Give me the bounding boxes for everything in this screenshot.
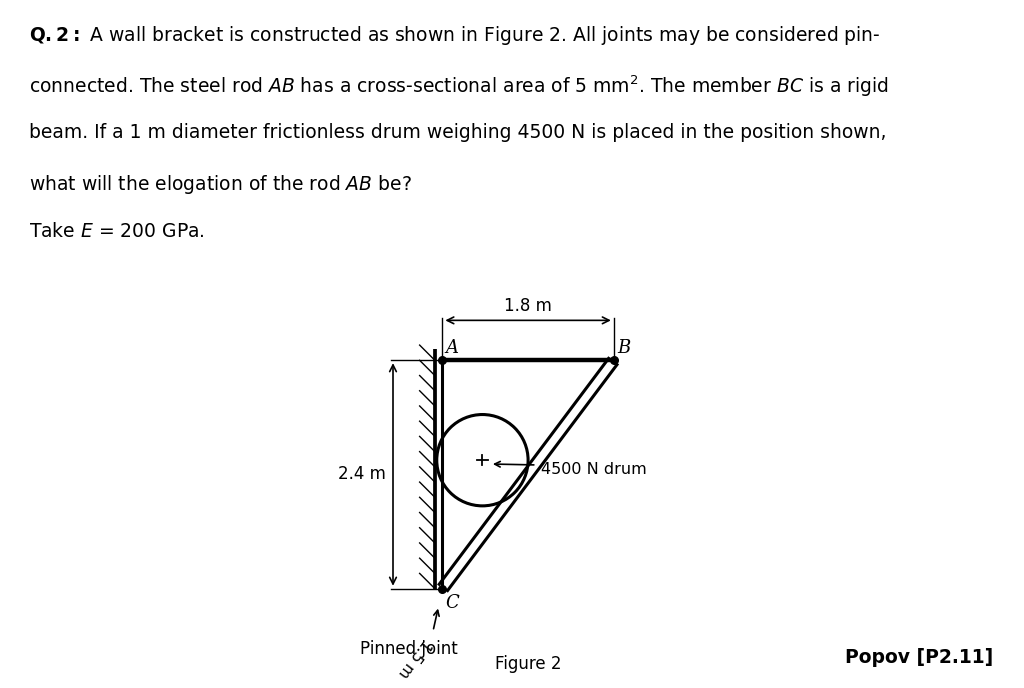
- Text: C: C: [445, 594, 459, 612]
- Text: Take $\it{E}$ = 200 GPa.: Take $\it{E}$ = 200 GPa.: [29, 222, 205, 241]
- Text: A: A: [445, 339, 459, 358]
- Text: connected. The steel rod $\it{AB}$ has a cross-sectional area of 5 mm$^2$. The m: connected. The steel rod $\it{AB}$ has a…: [29, 74, 888, 99]
- Text: B: B: [617, 339, 631, 358]
- Text: what will the elogation of the rod $\it{AB}$ be?: what will the elogation of the rod $\it{…: [29, 173, 412, 195]
- Text: 4500 N drum: 4500 N drum: [542, 462, 647, 477]
- Text: beam. If a 1 m diameter frictionless drum weighing 4500 N is placed in the posit: beam. If a 1 m diameter frictionless dru…: [29, 123, 886, 142]
- Text: Figure 2: Figure 2: [495, 655, 561, 674]
- Text: 2.4 m: 2.4 m: [338, 466, 385, 484]
- Text: Pinned joint: Pinned joint: [360, 640, 458, 658]
- Text: 1.5 m: 1.5 m: [395, 636, 433, 680]
- Text: Popov [P2.11]: Popov [P2.11]: [845, 648, 993, 667]
- Text: $\mathbf{Q.2:}$ A wall bracket is constructed as shown in Figure 2. All joints m: $\mathbf{Q.2:}$ A wall bracket is constr…: [29, 24, 881, 47]
- Text: 1.8 m: 1.8 m: [504, 297, 552, 314]
